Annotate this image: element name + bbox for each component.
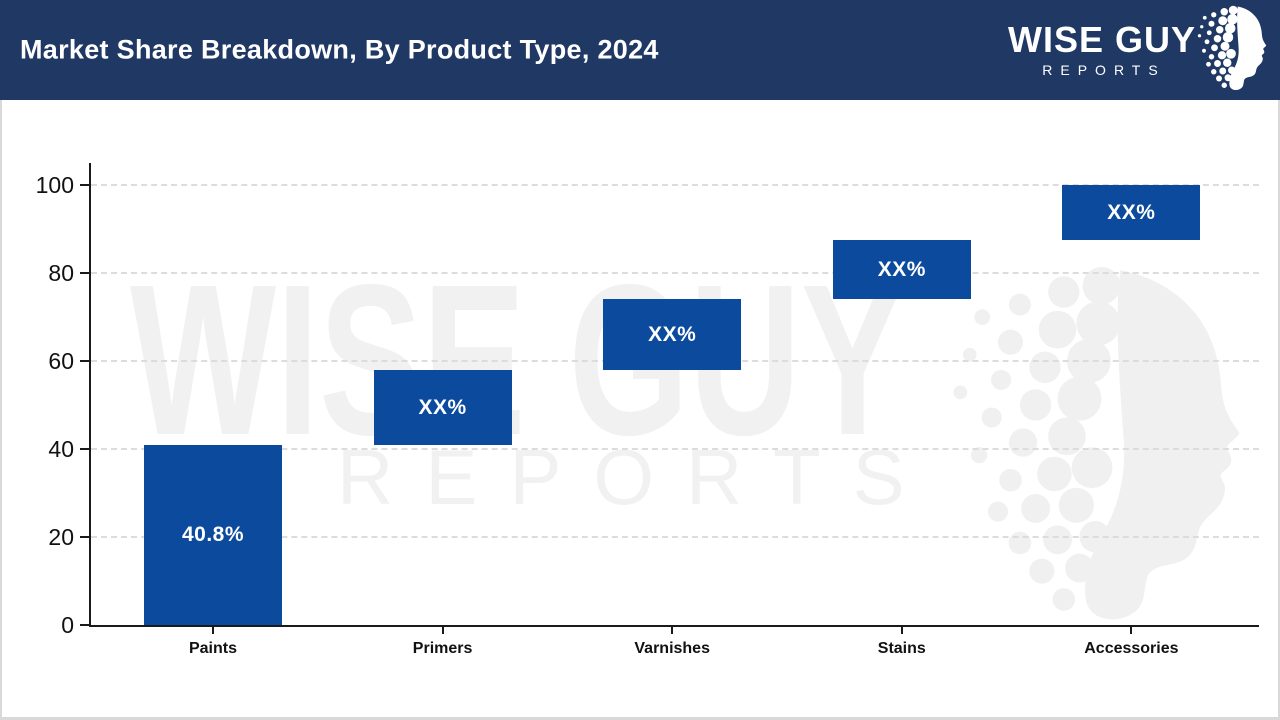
y-tick-label-40: 40: [48, 436, 74, 462]
header-bar: Market Share Breakdown, By Product Type,…: [0, 0, 1280, 100]
y-tick-label-20: 20: [48, 524, 74, 550]
bar-paints: 40.8%: [144, 445, 282, 625]
x-tick-stains: [900, 627, 903, 634]
y-axis: [89, 163, 91, 627]
watermark-subtitle: REPORTS: [337, 433, 937, 521]
gridline-20: [91, 536, 1259, 538]
y-tick-20: [80, 536, 90, 538]
x-tick-label-primers: Primers: [412, 640, 473, 657]
x-tick-label-stains: Stains: [877, 640, 926, 657]
x-tick-varnishes: [671, 627, 674, 634]
bar-value-label-paints: 40.8%: [181, 523, 245, 547]
y-tick-60: [80, 360, 90, 362]
x-tick-label-paints: Paints: [188, 640, 237, 657]
gridline-80: [91, 272, 1259, 274]
x-tick-label-varnishes: Varnishes: [634, 640, 710, 657]
logo-wordmark: WISE GUY: [1007, 19, 1196, 60]
gridline-40: [91, 448, 1259, 450]
y-tick-0: [80, 624, 90, 626]
bar-value-label-primers: XX%: [418, 395, 467, 419]
y-tick-40: [80, 448, 90, 450]
chart-canvas: WISE GUY REPORTS 0 20 40 60 80 100 40.8% Paints…: [0, 100, 1280, 720]
x-tick-primers: [441, 627, 444, 634]
chart-title: Market Share Breakdown, By Product Type,…: [20, 34, 659, 65]
bar-varnishes: XX%: [603, 299, 742, 370]
y-tick-100: [80, 184, 90, 186]
x-tick-accessories: [1130, 627, 1133, 634]
gridline-100: [91, 184, 1259, 186]
wiseguy-logo: WISE GUY REPORTS: [1008, 4, 1270, 96]
x-tick-label-accessories: Accessories: [1084, 640, 1179, 657]
y-tick-label-0: 0: [61, 612, 74, 638]
bar-value-label-stains: XX%: [877, 257, 926, 281]
x-tick-paints: [212, 627, 214, 634]
bar-primers: XX%: [373, 369, 512, 446]
y-tick-label-80: 80: [48, 260, 74, 286]
watermark-wordmark: WISE GUY: [130, 239, 905, 480]
y-tick-80: [80, 272, 90, 274]
logo-subtitle: REPORTS: [1042, 62, 1166, 78]
x-axis: [89, 625, 1259, 627]
wiseguy-face-icon: [1186, 5, 1270, 95]
bar-stains: XX%: [832, 240, 971, 300]
y-tick-label-100: 100: [35, 172, 74, 198]
bar-value-label-varnishes: XX%: [648, 322, 697, 346]
bar-accessories: XX%: [1062, 185, 1201, 240]
waterfall-plot: 0 20 40 60 80 100 40.8% Paints XX% Primers XX% Varn…: [2, 100, 1278, 717]
bar-value-label-accessories: XX%: [1107, 200, 1156, 224]
logo-text-block: WISE GUY REPORTS: [1007, 19, 1196, 79]
y-tick-label-60: 60: [48, 348, 74, 374]
